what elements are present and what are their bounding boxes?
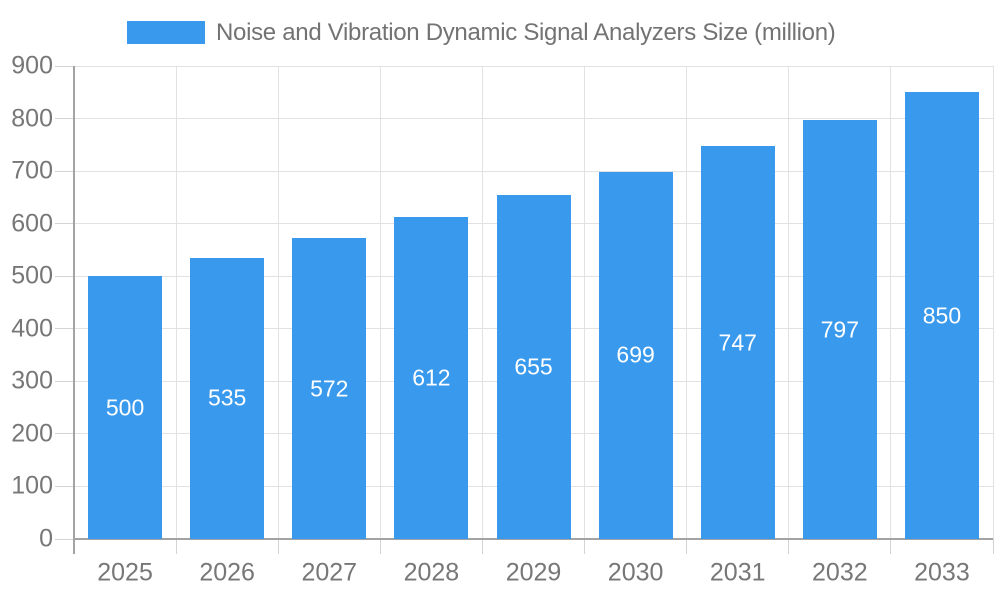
y-axis-tick (55, 65, 74, 67)
legend-label: Noise and Vibration Dynamic Signal Analy… (216, 19, 836, 46)
gridline-vertical (686, 66, 688, 539)
y-axis-label: 0 (39, 524, 53, 553)
bar-2027[interactable] (292, 238, 367, 539)
y-axis-label: 100 (11, 471, 53, 500)
gridline-vertical (481, 66, 483, 539)
gridline-horizontal (74, 118, 993, 120)
gridline-vertical (379, 66, 381, 539)
gridline-vertical (788, 66, 790, 539)
x-axis-tick (379, 539, 381, 554)
y-axis-label: 800 (11, 104, 53, 133)
y-axis-tick (55, 170, 74, 172)
gridline-vertical (992, 66, 994, 539)
bar-2031[interactable] (700, 146, 775, 539)
y-axis-label: 900 (11, 51, 53, 80)
x-axis-tick (788, 539, 790, 554)
x-axis-label: 2027 (301, 558, 358, 587)
y-axis-tick (55, 485, 74, 487)
bar-2026[interactable] (190, 257, 265, 539)
x-axis-tick (992, 539, 994, 554)
bar-value-label: 850 (922, 302, 962, 329)
y-axis-label: 700 (11, 156, 53, 185)
x-axis-label: 2030 (607, 558, 664, 587)
gridline-horizontal (74, 170, 993, 172)
bar-2025[interactable] (88, 276, 163, 539)
y-axis-tick (55, 380, 74, 382)
bar-value-label: 500 (105, 394, 145, 421)
x-axis-tick (175, 539, 177, 554)
y-axis-label: 200 (11, 419, 53, 448)
gridline-vertical (584, 66, 586, 539)
y-axis-tick (55, 328, 74, 330)
bar-value-label: 572 (310, 375, 349, 402)
bar-value-label: 655 (514, 353, 553, 380)
y-axis-label: 600 (11, 209, 53, 238)
x-axis-tick (890, 539, 892, 554)
y-axis-tick (55, 275, 74, 277)
bar-2030[interactable] (598, 171, 673, 539)
bar-value-label: 535 (207, 384, 247, 411)
bar-value-label: 612 (412, 364, 451, 391)
y-axis-tick (55, 223, 74, 225)
x-axis-label: 2026 (199, 558, 255, 587)
gridline-vertical (175, 66, 177, 539)
bar-value-label: 797 (820, 316, 860, 343)
bar-value-label: 747 (718, 329, 757, 356)
x-axis-label: 2032 (812, 558, 868, 587)
y-axis-label: 300 (11, 366, 53, 395)
y-axis-label: 500 (11, 261, 53, 290)
bar-2032[interactable] (802, 120, 877, 539)
y-axis-tick (55, 538, 74, 540)
bar-2029[interactable] (496, 194, 571, 539)
x-axis-tick (686, 539, 688, 554)
x-axis-tick (481, 539, 483, 554)
x-axis-label: 2025 (97, 558, 153, 587)
gridline-vertical (890, 66, 892, 539)
bar-2028[interactable] (394, 217, 469, 539)
y-axis-line (73, 66, 75, 554)
x-axis-label: 2028 (403, 558, 460, 587)
y-axis-tick (55, 433, 74, 435)
y-axis-label: 400 (11, 314, 53, 343)
gridline-vertical (277, 66, 279, 539)
gridline-horizontal (74, 65, 993, 67)
x-axis-label: 2031 (709, 558, 766, 587)
x-axis-tick (584, 539, 586, 554)
x-axis-label: 2033 (914, 558, 970, 587)
y-axis-tick (55, 118, 74, 120)
x-axis-label: 2029 (505, 558, 562, 587)
bar-value-label: 699 (616, 341, 655, 368)
bar-2033[interactable] (904, 92, 979, 539)
legend-swatch-icon (127, 21, 205, 44)
x-axis-line (73, 538, 993, 540)
x-axis-tick (277, 539, 279, 554)
